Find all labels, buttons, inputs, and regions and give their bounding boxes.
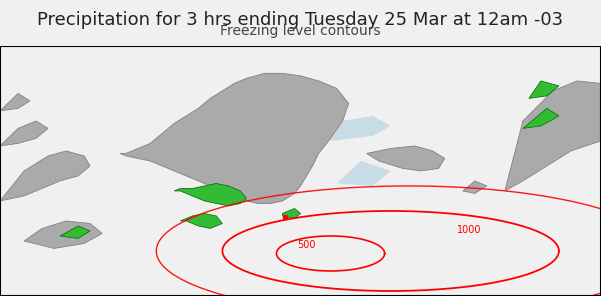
Polygon shape	[0, 151, 90, 201]
Text: Precipitation for 3 hrs ending Tuesday 25 Mar at 12am -03: Precipitation for 3 hrs ending Tuesday 2…	[37, 12, 564, 30]
Polygon shape	[180, 213, 222, 229]
Polygon shape	[120, 73, 349, 203]
Polygon shape	[0, 94, 30, 111]
Polygon shape	[24, 221, 102, 248]
Polygon shape	[529, 81, 559, 98]
Polygon shape	[282, 208, 300, 218]
Text: 1000: 1000	[457, 226, 481, 236]
Polygon shape	[367, 146, 445, 171]
Text: Freezing level contours: Freezing level contours	[220, 24, 381, 38]
Polygon shape	[331, 116, 391, 141]
Polygon shape	[174, 184, 246, 206]
Polygon shape	[523, 108, 559, 128]
Polygon shape	[463, 181, 487, 194]
Polygon shape	[60, 226, 90, 239]
Text: 500: 500	[297, 240, 316, 250]
Polygon shape	[337, 161, 391, 186]
Polygon shape	[505, 81, 601, 191]
Polygon shape	[0, 121, 48, 146]
